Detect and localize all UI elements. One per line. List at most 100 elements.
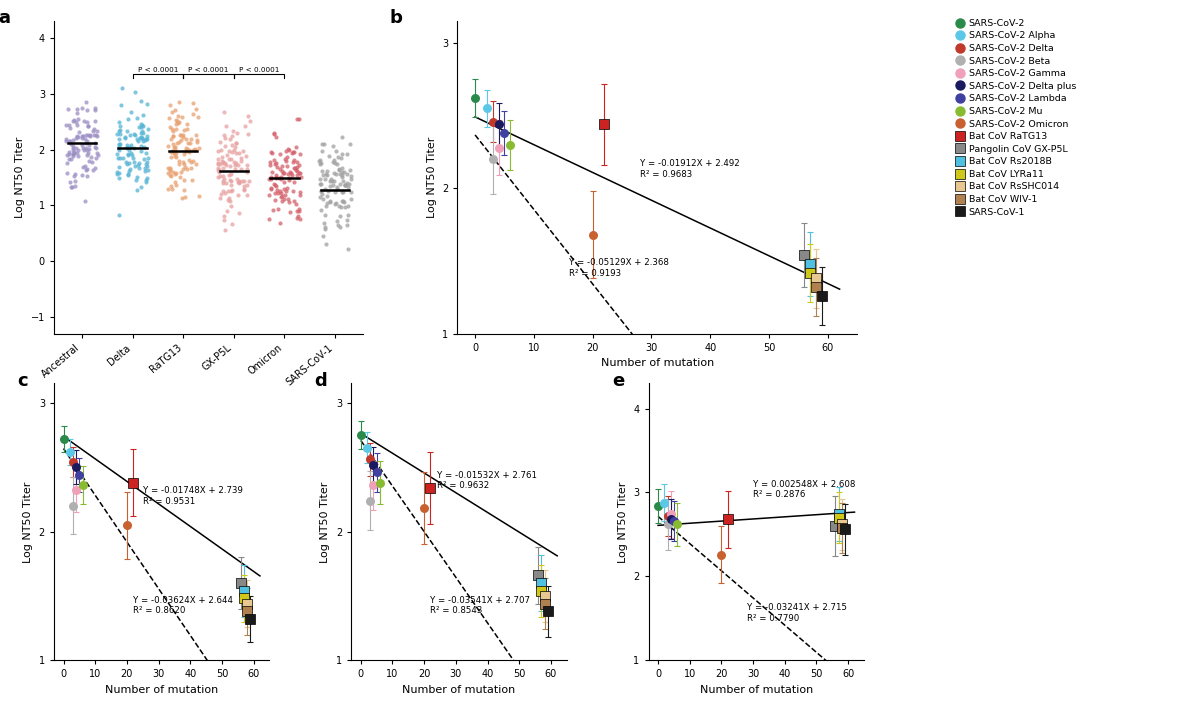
- Point: [124, 477, 143, 488]
- Point: [190, 143, 209, 154]
- Point: [88, 131, 107, 142]
- Point: [73, 130, 92, 141]
- Point: [56, 135, 76, 146]
- Point: [163, 167, 182, 178]
- Point: [227, 127, 246, 138]
- Point: [209, 153, 228, 165]
- Point: [281, 166, 300, 178]
- Point: [338, 201, 358, 212]
- Point: [226, 138, 245, 149]
- Point: [160, 163, 179, 174]
- Point: [229, 208, 248, 219]
- Point: [208, 164, 227, 175]
- Point: [176, 145, 196, 156]
- Point: [665, 515, 684, 527]
- Point: [271, 174, 290, 185]
- Point: [370, 477, 389, 488]
- Point: [88, 148, 107, 159]
- Point: [169, 136, 188, 148]
- Point: [176, 143, 196, 154]
- Point: [583, 229, 602, 241]
- Point: [160, 113, 179, 124]
- Point: [290, 168, 310, 179]
- Point: [211, 189, 230, 200]
- Point: [278, 182, 298, 194]
- Point: [332, 187, 352, 198]
- Point: [232, 577, 251, 589]
- Point: [325, 186, 344, 197]
- Point: [220, 160, 239, 172]
- Point: [290, 148, 310, 159]
- Point: [223, 125, 242, 136]
- Point: [179, 146, 198, 158]
- Point: [211, 144, 230, 155]
- Point: [184, 109, 203, 120]
- Point: [275, 194, 294, 205]
- Point: [77, 135, 96, 146]
- Point: [86, 129, 106, 141]
- Y-axis label: Log NT50 Titer: Log NT50 Titer: [427, 137, 437, 218]
- Point: [224, 156, 244, 168]
- Point: [283, 185, 302, 197]
- Point: [116, 156, 136, 168]
- Point: [163, 183, 182, 195]
- Point: [169, 116, 188, 128]
- Point: [73, 140, 92, 151]
- Point: [324, 179, 343, 190]
- Point: [170, 129, 190, 141]
- Point: [209, 162, 228, 173]
- Point: [806, 282, 826, 293]
- Point: [60, 446, 79, 457]
- Point: [323, 140, 342, 151]
- Point: [266, 158, 286, 170]
- Point: [800, 258, 820, 270]
- Point: [217, 206, 236, 217]
- Point: [215, 157, 234, 168]
- Point: [262, 184, 281, 195]
- Point: [266, 169, 286, 180]
- Point: [131, 95, 150, 106]
- Point: [655, 497, 674, 508]
- Point: [220, 169, 239, 180]
- Point: [234, 181, 253, 192]
- Point: [287, 162, 306, 173]
- Point: [67, 130, 86, 141]
- Point: [270, 185, 289, 197]
- Point: [187, 134, 206, 146]
- Point: [163, 130, 182, 141]
- Point: [263, 167, 282, 178]
- Point: [118, 140, 137, 151]
- Point: [119, 168, 138, 180]
- Point: [62, 181, 82, 192]
- Point: [163, 126, 182, 137]
- Point: [121, 141, 140, 153]
- Point: [282, 170, 301, 181]
- Point: [118, 159, 137, 170]
- Point: [131, 140, 150, 151]
- Point: [125, 156, 144, 168]
- Point: [320, 180, 340, 192]
- Y-axis label: Log NT50 Titer: Log NT50 Titer: [320, 481, 330, 562]
- Point: [269, 187, 288, 199]
- Point: [108, 166, 127, 178]
- Point: [217, 149, 236, 160]
- Point: [235, 120, 254, 131]
- Point: [85, 141, 104, 153]
- Point: [64, 141, 83, 152]
- Point: [280, 173, 299, 184]
- Point: [364, 479, 383, 491]
- Point: [280, 174, 299, 185]
- Point: [337, 215, 356, 226]
- Point: [60, 123, 79, 134]
- Point: [167, 167, 186, 178]
- Point: [186, 158, 205, 170]
- Point: [59, 103, 78, 114]
- Point: [176, 133, 196, 145]
- Point: [72, 132, 91, 143]
- Point: [229, 176, 248, 187]
- Point: [287, 114, 306, 125]
- Point: [265, 127, 284, 138]
- Point: [265, 195, 284, 206]
- Point: [312, 158, 331, 169]
- Point: [221, 133, 240, 144]
